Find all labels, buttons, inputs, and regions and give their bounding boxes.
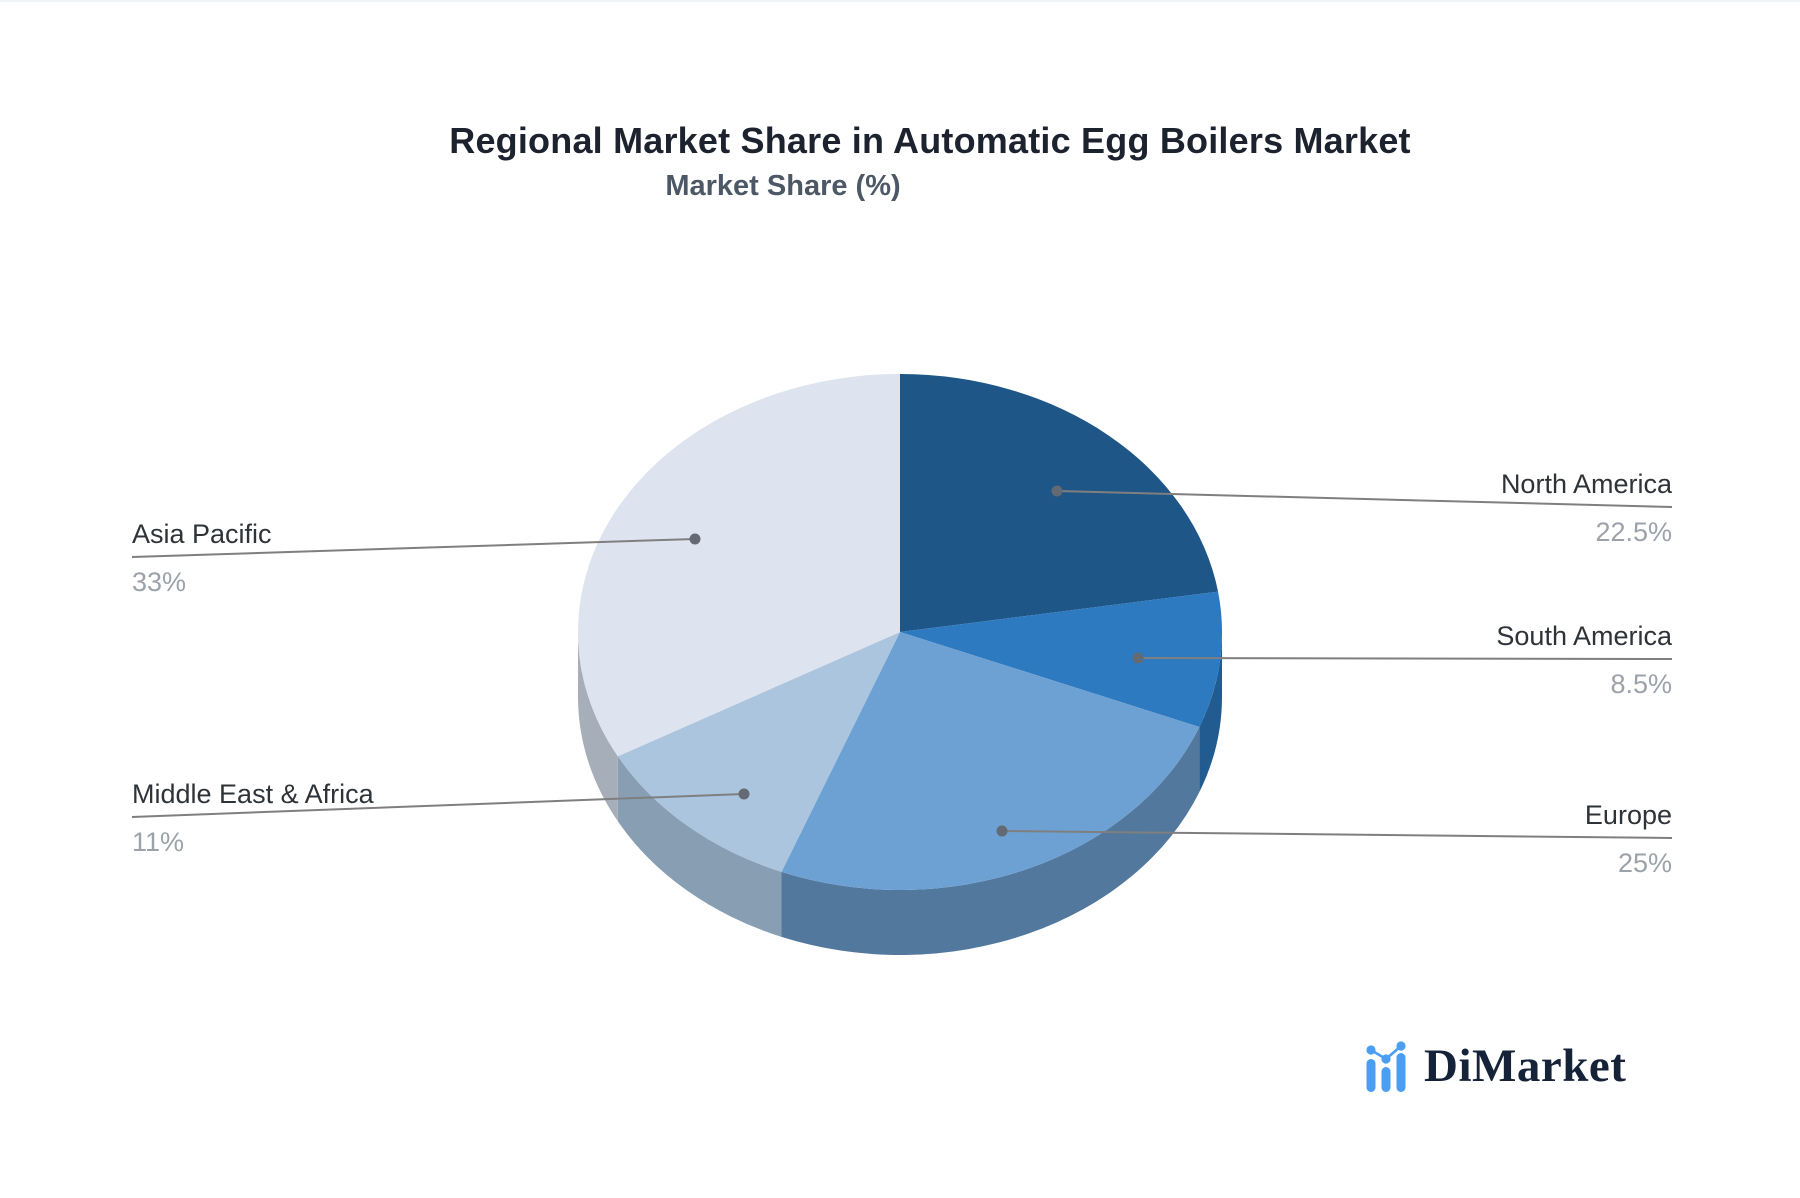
slice-label: North America bbox=[1500, 469, 1672, 499]
pie-slice-side bbox=[578, 632, 618, 822]
bar-chart-logo-icon bbox=[1366, 1041, 1406, 1092]
leader-dot bbox=[996, 825, 1008, 837]
pie-slice-south-america[interactable] bbox=[900, 591, 1222, 727]
dimarket-logo-text: DiMarket bbox=[1424, 1040, 1627, 1092]
slice-value: 22.5% bbox=[1595, 517, 1672, 547]
leader-dot bbox=[689, 533, 701, 545]
pie-slice-side bbox=[781, 726, 1200, 956]
leader-line bbox=[1056, 490, 1673, 508]
leader-line bbox=[131, 538, 696, 558]
slice-label: South America bbox=[1496, 621, 1672, 651]
leader-dot bbox=[1051, 485, 1063, 497]
slice-label: Asia Pacific bbox=[132, 519, 272, 549]
leader-dot bbox=[738, 788, 750, 800]
pie-slice-europe[interactable] bbox=[781, 632, 1200, 891]
slice-value: 25% bbox=[1617, 848, 1672, 878]
pie-slice-side bbox=[617, 756, 782, 937]
slice-label: Europe bbox=[1584, 800, 1672, 830]
slice-value: 11% bbox=[132, 827, 185, 857]
leader-line bbox=[131, 793, 745, 818]
dimarket-logo: DiMarket bbox=[1362, 1038, 1626, 1094]
leader-dot bbox=[1132, 652, 1144, 664]
pie-slice-middle-east-africa[interactable] bbox=[617, 632, 900, 872]
pie-slice-asia-pacific[interactable] bbox=[578, 374, 900, 757]
leader-line bbox=[1137, 657, 1673, 660]
pie-slice-north-america[interactable] bbox=[900, 374, 1219, 632]
slice-value: 33% bbox=[132, 567, 187, 597]
slice-value: 8.5% bbox=[1610, 669, 1672, 699]
chart-subtitle: Market Share (%) bbox=[665, 170, 901, 202]
pie-slice-side bbox=[1199, 632, 1222, 792]
slice-label: Middle East & Africa bbox=[132, 779, 374, 809]
leader-line bbox=[1001, 830, 1673, 839]
chart-title: Regional Market Share in Automatic Egg B… bbox=[449, 120, 1411, 161]
